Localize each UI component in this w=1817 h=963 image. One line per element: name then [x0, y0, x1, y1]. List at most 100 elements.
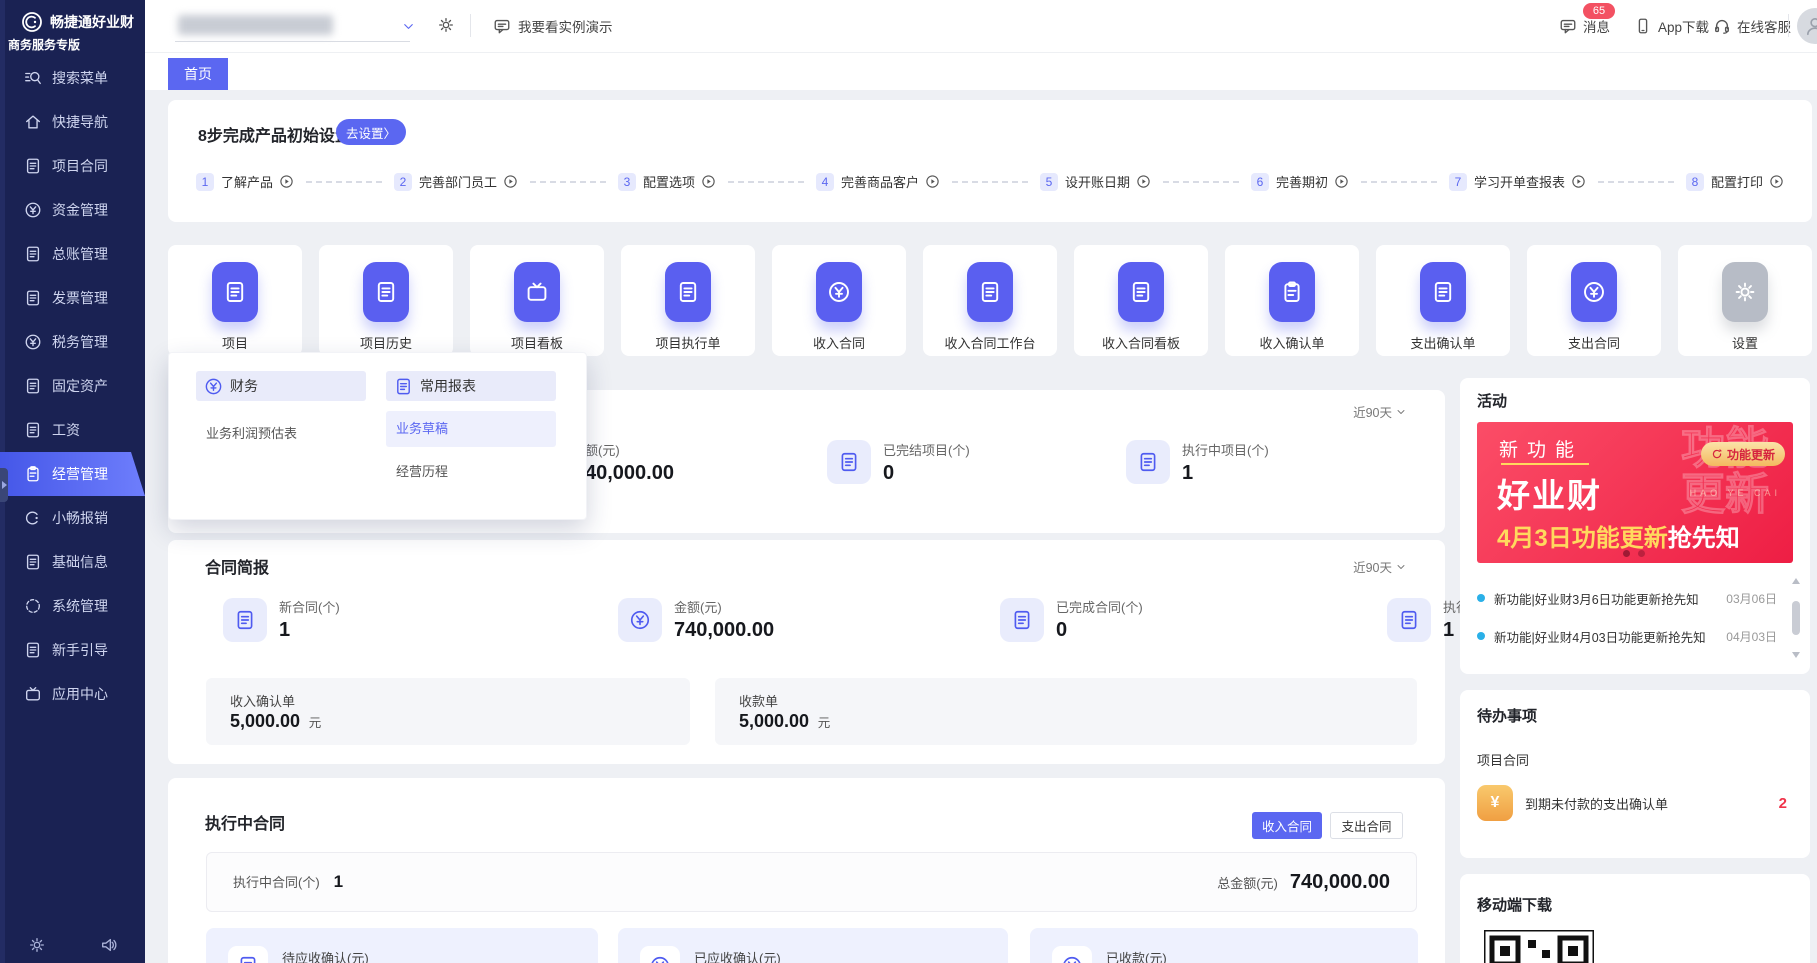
- project-icon: [212, 262, 258, 322]
- sidebar-item-funds[interactable]: 资金管理: [0, 188, 145, 232]
- received-payment-card[interactable]: 已收款(元) 5,000.00: [1030, 928, 1418, 963]
- sidebar-item-label: 项目合同: [52, 158, 108, 174]
- app-tile-project-execution[interactable]: 项目执行单: [621, 245, 755, 356]
- income-contract-toggle-button[interactable]: 收入合同: [1252, 812, 1322, 839]
- sidebar-item-xiaochang-expense[interactable]: 小畅报销: [0, 496, 145, 540]
- sidebar-item-label: 系统管理: [52, 598, 108, 614]
- sidebar-item-invoice[interactable]: 发票管理: [0, 276, 145, 320]
- confirmed-receivable-card[interactable]: 已应收确认(元) 5,000.00: [618, 928, 1008, 963]
- app-download-button[interactable]: App下载: [1634, 16, 1709, 36]
- news-scrollbar[interactable]: [1790, 578, 1802, 658]
- project-history-icon: [363, 262, 409, 322]
- news-text: 新功能|好业财3月6日功能更新抢先知: [1494, 592, 1699, 607]
- chevron-down-icon[interactable]: [401, 19, 416, 34]
- banner-carousel-dots[interactable]: [1623, 550, 1645, 557]
- company-name-redacted[interactable]: [178, 15, 333, 35]
- go-setup-button[interactable]: 去设置〉: [336, 119, 406, 145]
- news-item[interactable]: 新功能|好业财4月03日功能更新抢先知 04月03日: [1477, 618, 1777, 654]
- app-tile-income-contract-board[interactable]: 收入合同看板: [1074, 245, 1208, 356]
- expense-contract-toggle-button[interactable]: 支出合同: [1330, 812, 1403, 839]
- todo-task-row[interactable]: ¥ 到期未付款的支出确认单 2: [1477, 780, 1793, 826]
- sidebar-item-label: 新手引导: [52, 642, 108, 658]
- sidebar-item-tax[interactable]: 税务管理: [0, 320, 145, 364]
- activity-card: 活动 功能更新 HAO YE CAI 功能更新 新功能 好业财 4月3日功能更新…: [1460, 378, 1810, 674]
- setup-step[interactable]: 4 完善商品客户: [816, 172, 940, 191]
- todo-count[interactable]: 2: [1778, 794, 1787, 812]
- news-text: 新功能|好业财4月03日功能更新抢先知: [1494, 630, 1706, 645]
- receipt-box[interactable]: 收款单 5,000.00 元: [715, 678, 1417, 745]
- range-label: 近90天: [1353, 561, 1392, 575]
- pending-receivable-card[interactable]: 待应收确认(元) 735,000.00: [206, 928, 598, 963]
- chevron-down-icon: [1395, 561, 1407, 573]
- popup-item-business-draft[interactable]: 业务草稿: [386, 411, 556, 447]
- popup-item-business-history[interactable]: 经营历程: [396, 464, 449, 479]
- play-icon[interactable]: [1136, 174, 1151, 189]
- tax-icon: [24, 333, 42, 351]
- play-icon[interactable]: [503, 174, 518, 189]
- scroll-up-icon[interactable]: [1792, 578, 1800, 584]
- sidebar-settings-gear-icon[interactable]: [28, 936, 46, 954]
- popup-item-profit-estimate[interactable]: 业务利润预估表: [206, 426, 298, 441]
- sidebar-item-fixed-assets[interactable]: 固定资产: [0, 364, 145, 408]
- play-icon[interactable]: [1334, 174, 1349, 189]
- app-tile-project-history[interactable]: 项目历史: [319, 245, 453, 356]
- setup-step[interactable]: 3 配置选项: [618, 172, 716, 191]
- carousel-dot[interactable]: [1638, 550, 1645, 557]
- sidebar-collapse-handle[interactable]: [0, 468, 8, 502]
- income-confirmation-box[interactable]: 收入确认单 5,000.00 元: [206, 678, 690, 745]
- play-icon[interactable]: [925, 174, 940, 189]
- sidebar-item-quick-nav[interactable]: 快捷导航: [0, 100, 145, 144]
- brand[interactable]: 畅捷通好业财: [20, 10, 134, 34]
- account-gear-icon[interactable]: [437, 16, 455, 34]
- setup-step[interactable]: 6 完善期初: [1251, 172, 1349, 191]
- banner-update-badge[interactable]: 功能更新: [1700, 442, 1785, 466]
- running-count-group: 执行中合同(个) 1: [233, 872, 343, 892]
- play-icon[interactable]: [1571, 174, 1586, 189]
- app-tile-income-contract-workbench[interactable]: 收入合同工作台: [923, 245, 1057, 356]
- app-tile-project[interactable]: 项目: [168, 245, 302, 356]
- app-tile-project-board[interactable]: 项目看板: [470, 245, 604, 356]
- qr-code: [1484, 930, 1594, 963]
- sidebar-item-system[interactable]: 系统管理: [0, 584, 145, 628]
- app-tile-label: 项目执行单: [655, 336, 721, 351]
- sidebar-item-basic-info[interactable]: 基础信息: [0, 540, 145, 584]
- sidebar-announcement-speaker-icon[interactable]: [100, 936, 118, 954]
- project-brief-range-select[interactable]: 近90天: [1353, 402, 1407, 421]
- play-icon[interactable]: [1769, 174, 1784, 189]
- setup-step[interactable]: 5 设开账日期: [1040, 172, 1151, 191]
- app-tile-income-confirmation[interactable]: 收入确认单: [1225, 245, 1359, 356]
- demo-link[interactable]: 我要看实例演示: [493, 16, 613, 36]
- scroll-down-icon[interactable]: [1792, 652, 1800, 658]
- app-tile-expense-contract[interactable]: 支出合同: [1527, 245, 1661, 356]
- play-icon[interactable]: [701, 174, 716, 189]
- setup-step[interactable]: 7 学习开单查报表: [1449, 172, 1586, 191]
- sidebar-item-operations[interactable]: 经营管理: [0, 452, 145, 496]
- sidebar-item-search-menu[interactable]: 搜索菜单: [0, 56, 145, 100]
- report-icon: [394, 377, 413, 396]
- contract-brief-range-select[interactable]: 近90天: [1353, 557, 1407, 576]
- step-label: 完善期初: [1276, 175, 1329, 190]
- sidebar-item-app-center[interactable]: 应用中心: [0, 672, 145, 716]
- search-icon: [24, 69, 42, 87]
- play-icon[interactable]: [279, 174, 294, 189]
- setup-step[interactable]: 2 完善部门员工: [394, 172, 518, 191]
- sidebar-item-project-contract[interactable]: 项目合同: [0, 144, 145, 188]
- sidebar-item-beginner-guide[interactable]: 新手引导: [0, 628, 145, 672]
- carousel-dot[interactable]: [1623, 550, 1630, 557]
- messages-button[interactable]: 消息: [1559, 16, 1610, 36]
- app-tile-expense-confirmation[interactable]: 支出确认单: [1376, 245, 1510, 356]
- app-tile-settings[interactable]: 设置: [1678, 245, 1812, 356]
- avatar[interactable]: [1797, 8, 1817, 44]
- activity-banner[interactable]: 功能更新 HAO YE CAI 功能更新 新功能 好业财 4月3日功能更新抢先知: [1477, 422, 1793, 563]
- news-item[interactable]: 新功能|好业财3月6日功能更新抢先知 03月06日: [1477, 580, 1777, 616]
- clipboard-icon: [24, 465, 42, 483]
- tab-home[interactable]: 首页: [168, 58, 228, 90]
- scrollbar-thumb[interactable]: [1792, 601, 1800, 635]
- online-service-button[interactable]: 在线客服: [1713, 16, 1791, 36]
- app-tile-income-contract[interactable]: 收入合同: [772, 245, 906, 356]
- step-connector: [728, 180, 804, 183]
- setup-step[interactable]: 1 了解产品: [196, 172, 294, 191]
- sidebar-item-salary[interactable]: 工资: [0, 408, 145, 452]
- setup-step[interactable]: 8 配置打印: [1686, 172, 1784, 191]
- sidebar-item-general-ledger[interactable]: 总账管理: [0, 232, 145, 276]
